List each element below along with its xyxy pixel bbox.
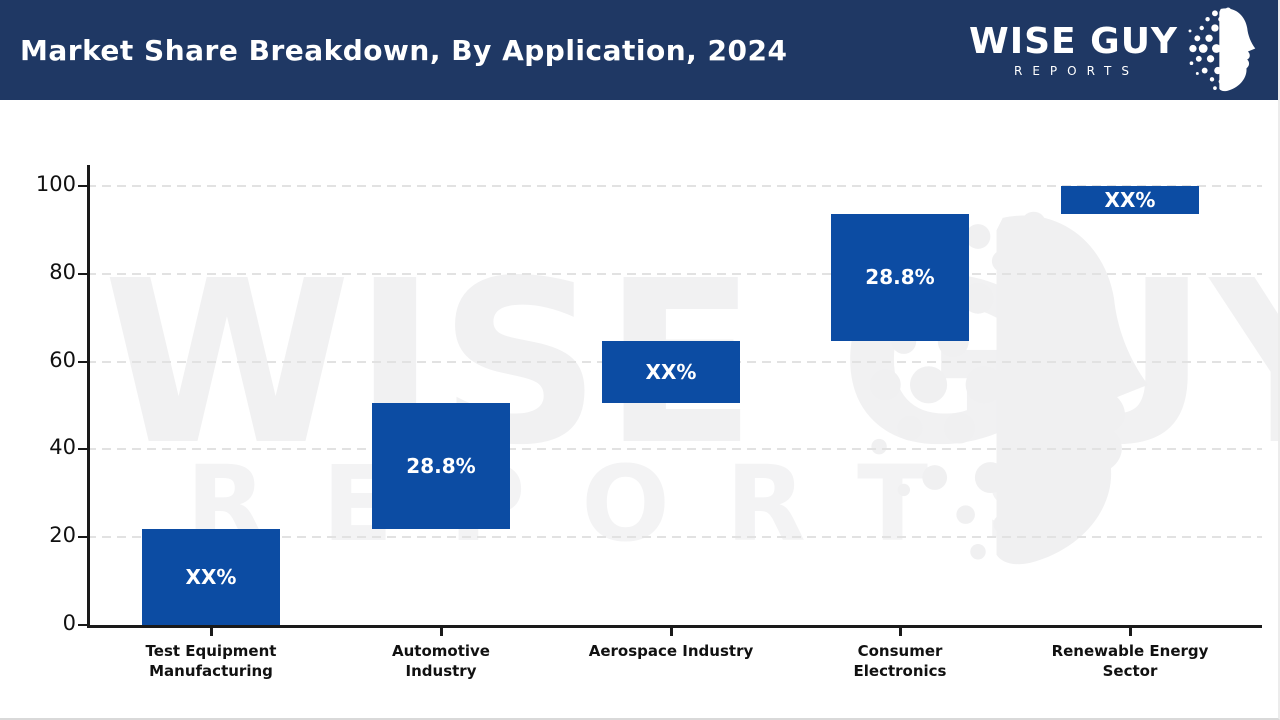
x-axis-category-label: Aerospace Industry bbox=[588, 642, 754, 660]
wise-guy-reports-logo: WISE GUY REPORTS bbox=[969, 6, 1266, 94]
x-axis-category-label: Renewable Energy Sector bbox=[1051, 642, 1209, 681]
bar-value-label: 28.8% bbox=[406, 454, 476, 479]
y-axis-tickmark bbox=[78, 448, 87, 451]
y-axis-tick-label: 40 bbox=[49, 435, 76, 460]
x-axis-tickmark bbox=[440, 628, 443, 636]
bar-segment: XX% bbox=[142, 529, 280, 625]
watermark-subtext: REPORTS bbox=[186, 443, 1116, 565]
bar-value-label: XX% bbox=[1104, 188, 1156, 213]
x-axis-line bbox=[87, 625, 1262, 628]
bar-value-label: XX% bbox=[185, 565, 237, 590]
y-axis-tick-label: 60 bbox=[49, 347, 76, 372]
y-axis-tick-label: 100 bbox=[35, 172, 76, 196]
bar-value-label: XX% bbox=[645, 359, 697, 384]
y-axis-tickmark bbox=[78, 536, 87, 539]
bar-segment: 28.8% bbox=[831, 214, 969, 341]
x-axis-tickmark bbox=[210, 628, 213, 636]
y-axis-tickmark bbox=[78, 272, 87, 275]
x-axis-tickmark bbox=[670, 628, 673, 636]
x-axis-tickmark bbox=[899, 628, 902, 636]
y-gridline bbox=[87, 185, 1262, 187]
x-axis-category-label: Consumer Electronics bbox=[853, 642, 947, 681]
watermark-dotted-head-icon bbox=[866, 211, 1148, 565]
y-axis-tickmark bbox=[78, 624, 87, 626]
x-axis-tickmark bbox=[1129, 628, 1132, 636]
header-bar: Market Share Breakdown, By Application, … bbox=[0, 0, 1278, 100]
y-axis-tick-label: 20 bbox=[49, 523, 76, 548]
bar-value-label: 28.8% bbox=[865, 265, 935, 290]
logo-wordmark: WISE GUY bbox=[968, 20, 1178, 62]
y-gridline bbox=[87, 272, 1262, 275]
y-gridline bbox=[87, 448, 1262, 451]
y-axis-line bbox=[87, 165, 90, 628]
bar-segment: XX% bbox=[602, 340, 740, 403]
bar-segment: XX% bbox=[1061, 186, 1199, 215]
y-axis-tick-label: 80 bbox=[49, 259, 76, 284]
y-axis-tickmark bbox=[78, 360, 87, 363]
x-axis-category-label: Automotive Industry bbox=[392, 642, 490, 681]
chart-title: Market Share Breakdown, By Application, … bbox=[20, 33, 788, 67]
bar-segment: 28.8% bbox=[372, 402, 510, 530]
dotted-head-profile-icon bbox=[1188, 7, 1256, 92]
logo-wordmark-block: WISE GUY REPORTS bbox=[968, 20, 1178, 78]
logo-subtext: REPORTS bbox=[1013, 63, 1139, 78]
x-axis-category-label: Test Equipment Manufacturing bbox=[145, 642, 277, 681]
y-gridline bbox=[87, 536, 1262, 539]
y-axis-tickmark bbox=[78, 185, 87, 187]
y-axis-tick-label: 0 bbox=[62, 611, 76, 635]
